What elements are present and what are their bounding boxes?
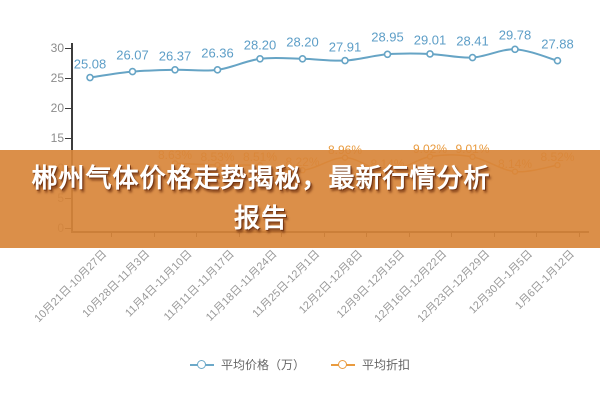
y-axis-label: 25 [50, 71, 64, 85]
price-label: 27.91 [328, 39, 362, 55]
price-label: 25.08 [73, 56, 107, 72]
chart-legend: 平均价格（万） 平均折扣 [0, 356, 600, 373]
price-label: 28.41 [456, 33, 489, 49]
price-label: 28.20 [243, 37, 277, 53]
overlay-title: 郴州气体价格走势揭秘，最新行情分析 报告 [31, 158, 491, 238]
y-axis-tick [65, 48, 71, 49]
y-axis-tick [65, 78, 71, 79]
overlay-title-line1: 郴州气体价格走势揭秘，最新行情分析 [31, 163, 491, 193]
title-overlay-band [0, 150, 600, 248]
y-axis-label: 30 [50, 41, 64, 55]
price-label: 28.95 [371, 29, 404, 45]
price-label: 27.88 [541, 36, 574, 52]
price-label: 26.37 [158, 48, 192, 64]
y-axis-line [71, 43, 73, 233]
y-axis-tick [65, 108, 71, 109]
y-axis-tick [65, 138, 71, 139]
price-label: 29.78 [498, 27, 532, 43]
legend-item-price[interactable]: 平均价格（万） [189, 356, 305, 373]
legend-label-price: 平均价格（万） [220, 358, 305, 372]
legend-label-discount: 平均折扣 [362, 358, 411, 372]
y-axis-label: 15 [50, 131, 64, 145]
price-label: 29.01 [413, 32, 447, 48]
y-axis-label: 20 [50, 101, 64, 115]
price-label: 28.20 [286, 34, 319, 50]
line-marker-icon [189, 359, 214, 370]
line-marker-icon [331, 359, 355, 370]
price-label: 26.07 [116, 47, 149, 63]
overlay-title-line2: 报告 [233, 203, 288, 233]
price-label: 26.36 [201, 45, 234, 61]
legend-item-discount[interactable]: 平均折扣 [331, 356, 410, 373]
